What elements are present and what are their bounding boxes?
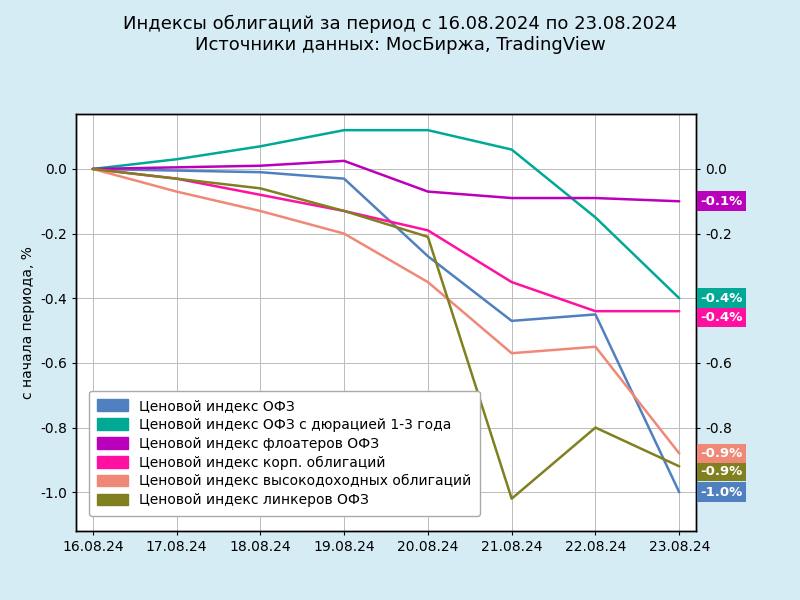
- Text: -0.9%: -0.9%: [700, 447, 742, 460]
- Text: -0.4%: -0.4%: [700, 292, 742, 305]
- Text: -0.4%: -0.4%: [700, 311, 742, 324]
- Text: -1.0%: -1.0%: [700, 486, 742, 499]
- Text: -0.9%: -0.9%: [700, 464, 742, 478]
- Y-axis label: с начала периода, %: с начала периода, %: [21, 246, 34, 399]
- Legend: Ценовой индекс ОФЗ, Ценовой индекс ОФЗ с дюрацией 1-3 года, Ценовой индекс флоат: Ценовой индекс ОФЗ, Ценовой индекс ОФЗ с…: [89, 391, 480, 516]
- Text: -0.1%: -0.1%: [700, 195, 742, 208]
- Text: Индексы облигаций за период с 16.08.2024 по 23.08.2024
Источники данных: МосБирж: Индексы облигаций за период с 16.08.2024…: [123, 15, 677, 54]
